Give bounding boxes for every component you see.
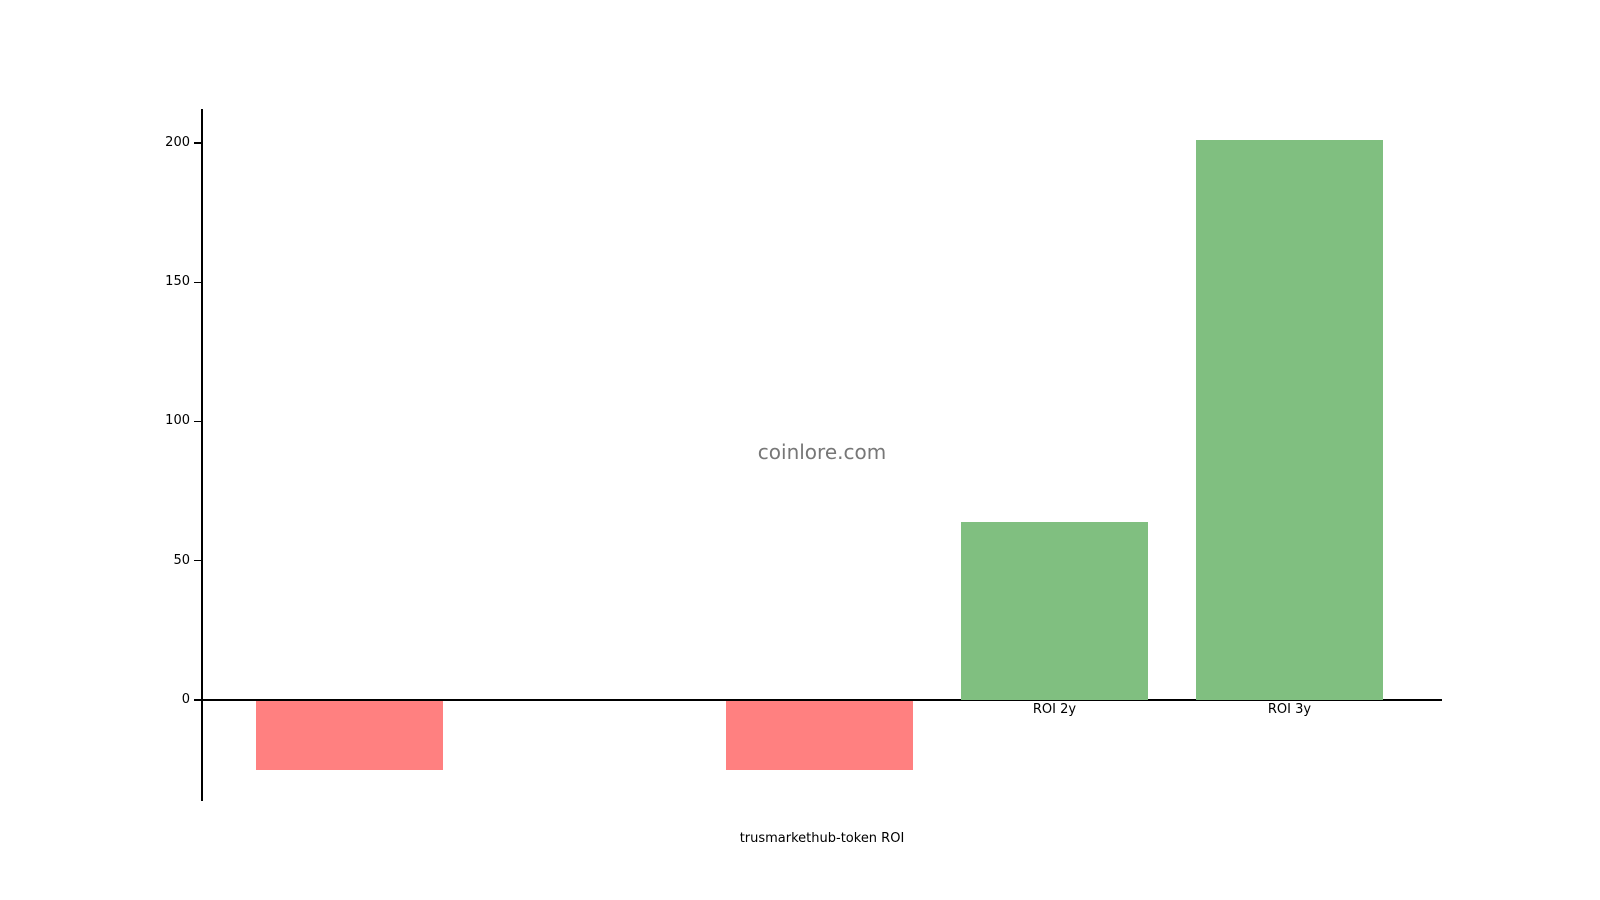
watermark: coinlore.com [757,440,887,464]
y-tick-mark [194,281,201,283]
y-tick-label: 0 [181,691,190,707]
bar-label: ROI 2y [1032,702,1077,718]
bar-slot-2 [726,701,913,770]
bar-roi-2y [961,521,1148,700]
plot-area: coinlore.com 0 50 100 150 200 ROI 2y ROI 3y [165,109,1442,801]
y-tick-label: 150 [165,274,190,290]
y-axis-spine [201,109,203,801]
y-tick-mark [194,420,201,423]
bar-slot-0 [256,701,443,770]
bar-roi-3y [1196,140,1383,700]
y-tick-label: 200 [165,134,190,150]
bar-label: ROI 3y [1267,702,1312,718]
y-tick-mark [194,699,201,701]
y-tick-label: 50 [173,552,190,568]
x-axis-line [202,699,1442,701]
y-tick-mark [194,142,201,144]
y-tick-mark [194,560,201,562]
y-tick-label: 100 [165,413,190,429]
x-axis-title: trusmarkethub-token ROI [739,831,905,846]
